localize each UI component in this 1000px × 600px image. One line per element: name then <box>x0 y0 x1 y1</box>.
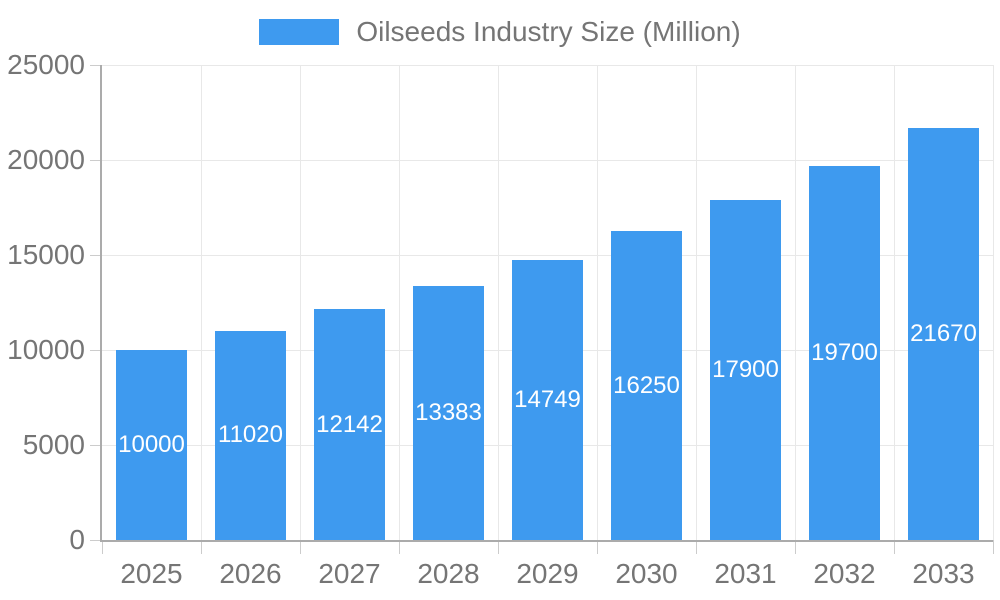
x-tick-label: 2030 <box>615 558 678 589</box>
bar[interactable]: 21670 <box>908 128 979 540</box>
y-axis-tick <box>90 444 102 446</box>
v-gridline <box>992 65 994 540</box>
x-tick-label: 2026 <box>219 558 282 589</box>
bar-value-label: 16250 <box>613 371 680 399</box>
y-axis-tick <box>90 254 102 256</box>
x-axis-tick <box>992 540 994 554</box>
bar[interactable]: 14749 <box>512 259 583 540</box>
chart-legend: Oilseeds Industry Size (Million) <box>0 16 1000 47</box>
x-tick-label: 2025 <box>120 558 183 589</box>
bar[interactable]: 17900 <box>710 199 781 540</box>
legend-label: Oilseeds Industry Size (Million) <box>356 16 741 47</box>
x-tick-label: 2029 <box>516 558 579 589</box>
x-axis-tick <box>497 540 499 554</box>
x-axis-tick <box>794 540 796 554</box>
y-tick-label: 10000 <box>7 334 85 365</box>
v-gridline <box>398 65 400 540</box>
bar[interactable]: 13383 <box>413 285 484 540</box>
v-gridline <box>596 65 598 540</box>
y-axis-line <box>100 65 102 542</box>
x-tick-label: 2032 <box>813 558 876 589</box>
y-axis-tick <box>90 159 102 161</box>
bar-value-label: 11020 <box>218 421 283 449</box>
bar-value-label: 14749 <box>514 385 581 413</box>
v-gridline <box>794 65 796 540</box>
bar-value-label: 10000 <box>118 431 185 458</box>
y-axis-tick <box>90 349 102 351</box>
bar[interactable]: 11020 <box>215 330 286 540</box>
x-tick-label: 2027 <box>318 558 381 589</box>
legend-swatch <box>259 19 340 45</box>
bar[interactable]: 10000 <box>116 350 187 540</box>
x-axis-tick <box>101 540 103 554</box>
x-tick-label: 2031 <box>714 558 777 589</box>
v-gridline <box>695 65 697 540</box>
x-axis-tick <box>596 540 598 554</box>
y-tick-label: 0 <box>69 524 85 555</box>
v-gridline <box>299 65 301 540</box>
y-tick-label: 25000 <box>7 49 85 80</box>
h-gridline <box>102 254 993 256</box>
bar-value-label: 17900 <box>712 355 779 383</box>
x-axis-line <box>100 540 993 542</box>
bar[interactable]: 16250 <box>611 231 682 540</box>
v-gridline <box>200 65 202 540</box>
v-gridline <box>497 65 499 540</box>
v-gridline <box>893 65 895 540</box>
y-tick-label: 5000 <box>22 429 85 460</box>
x-axis-tick <box>398 540 400 554</box>
y-axis-tick <box>90 64 102 66</box>
bar-value-label: 12142 <box>316 410 383 438</box>
bar-value-label: 19700 <box>811 338 878 366</box>
x-axis-tick <box>695 540 697 554</box>
bar-value-label: 13383 <box>415 398 482 426</box>
bar[interactable]: 19700 <box>809 165 880 540</box>
y-tick-label: 15000 <box>7 239 85 270</box>
x-axis-tick <box>299 540 301 554</box>
y-tick-label: 20000 <box>7 144 85 175</box>
h-gridline <box>102 64 993 66</box>
x-axis-tick <box>200 540 202 554</box>
bar[interactable]: 12142 <box>314 309 385 540</box>
y-axis-tick <box>90 539 102 541</box>
x-axis-tick <box>893 540 895 554</box>
x-tick-label: 2033 <box>912 558 975 589</box>
h-gridline <box>102 159 993 161</box>
bar-value-label: 21670 <box>910 320 977 348</box>
x-tick-label: 2028 <box>417 558 480 589</box>
